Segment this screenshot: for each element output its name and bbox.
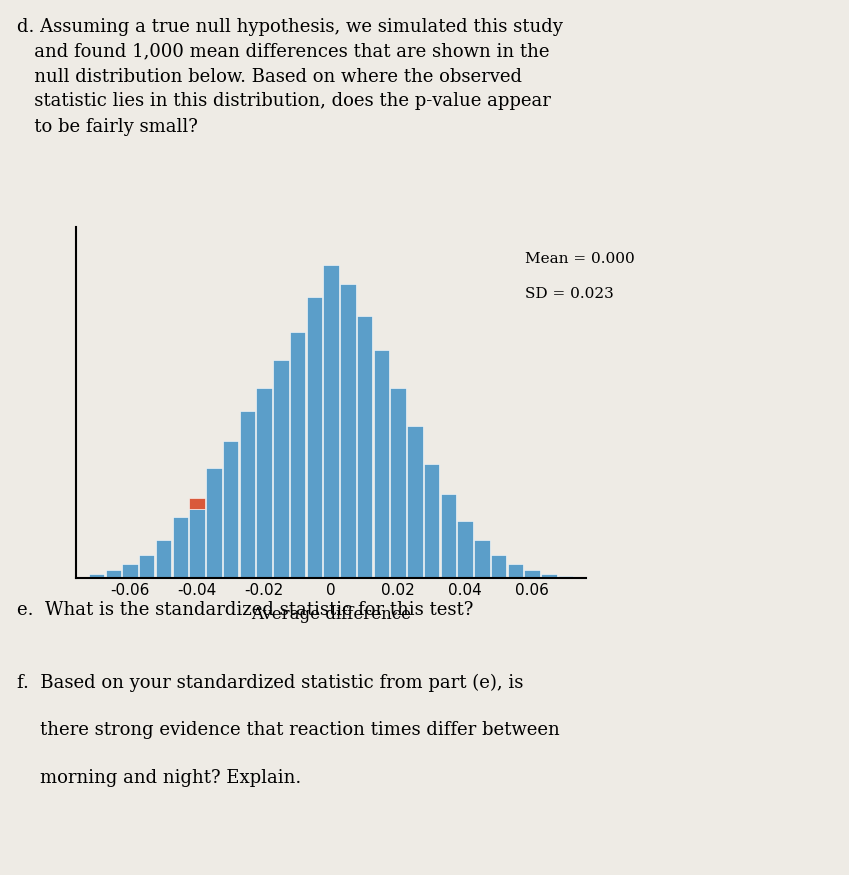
Bar — [408, 426, 423, 578]
Bar — [273, 360, 289, 578]
Bar — [306, 298, 322, 578]
Bar — [491, 555, 506, 578]
Bar — [89, 574, 104, 578]
Bar — [290, 332, 306, 578]
Bar — [340, 284, 356, 578]
Bar — [508, 564, 523, 578]
Bar — [222, 441, 239, 578]
Text: SD = 0.023: SD = 0.023 — [525, 287, 614, 301]
Bar — [525, 570, 540, 578]
Bar — [391, 388, 406, 578]
Bar — [256, 388, 272, 578]
Text: Mean = 0.000: Mean = 0.000 — [525, 252, 634, 266]
Bar — [206, 468, 222, 578]
Text: e.  What is the standardized statistic for this test?: e. What is the standardized statistic fo… — [17, 600, 474, 619]
Bar — [424, 464, 440, 578]
Text: f.  Based on your standardized statistic from part (e), is: f. Based on your standardized statistic … — [17, 674, 523, 691]
Bar — [139, 555, 155, 578]
Bar — [475, 540, 490, 578]
Bar — [189, 509, 205, 578]
Bar — [239, 411, 255, 578]
Text: morning and night? Explain.: morning and night? Explain. — [17, 768, 301, 787]
Bar — [172, 517, 188, 578]
Bar — [357, 317, 373, 578]
Bar — [542, 574, 557, 578]
Bar — [122, 564, 138, 578]
Bar — [441, 494, 456, 578]
Bar — [189, 498, 205, 509]
Bar — [458, 521, 473, 578]
Bar — [156, 540, 171, 578]
Bar — [323, 265, 339, 578]
Bar — [558, 576, 573, 578]
Bar — [105, 570, 121, 578]
Bar — [374, 351, 389, 578]
Text: there strong evidence that reaction times differ between: there strong evidence that reaction time… — [17, 721, 559, 739]
X-axis label: Average difference: Average difference — [251, 606, 411, 623]
Text: d. Assuming a true null hypothesis, we simulated this study
   and found 1,000 m: d. Assuming a true null hypothesis, we s… — [17, 18, 563, 136]
